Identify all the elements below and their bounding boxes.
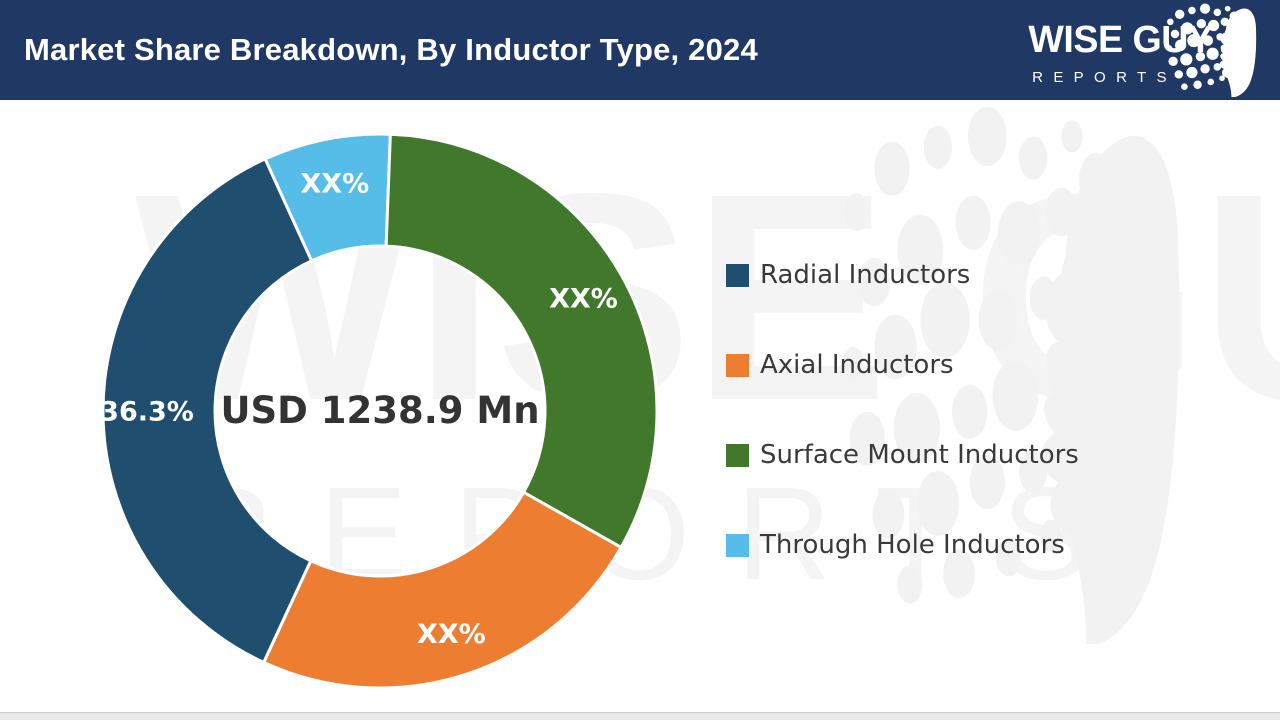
legend-label-surface-mount-inductors: Surface Mount Inductors bbox=[760, 440, 1079, 470]
logo-line2: REPORTS bbox=[1032, 69, 1177, 86]
legend-item-axial-inductors: Axial Inductors bbox=[726, 320, 1079, 410]
slice-label-radial-inductors: 36.3% bbox=[100, 396, 194, 427]
page-title: Market Share Breakdown, By Inductor Type… bbox=[24, 32, 758, 67]
legend-item-radial-inductors: Radial Inductors bbox=[726, 230, 1079, 320]
donut-slice-axial-inductors bbox=[262, 490, 623, 690]
slice-label-surface-mount-inductors: XX% bbox=[549, 283, 618, 314]
footer-bar bbox=[0, 712, 1280, 720]
donut-slice-surface-mount-inductors bbox=[384, 132, 659, 549]
legend-swatch-surface-mount-inductors bbox=[726, 443, 749, 467]
slice-label-axial-inductors: XX% bbox=[417, 619, 486, 650]
legend-swatch-through-hole-inductors bbox=[726, 533, 749, 557]
donut-slice-radial-inductors bbox=[101, 157, 314, 664]
legend-label-through-hole-inductors: Through Hole Inductors bbox=[760, 530, 1065, 560]
legend-swatch-radial-inductors bbox=[726, 263, 749, 287]
slice-label-through-hole-inductors: XX% bbox=[300, 168, 369, 199]
chart-legend: Radial Inductors Axial Inductors Surface M… bbox=[726, 230, 1079, 590]
wise-guy-reports-logo: WISE GUY REPORTS bbox=[1028, 3, 1257, 97]
legend-swatch-axial-inductors bbox=[726, 353, 749, 377]
legend-label-radial-inductors: Radial Inductors bbox=[760, 260, 971, 290]
header-bar: Market Share Breakdown, By Inductor Type… bbox=[0, 0, 1280, 100]
legend-item-surface-mount-inductors: Surface Mount Inductors bbox=[726, 410, 1079, 500]
legend-item-through-hole-inductors: Through Hole Inductors bbox=[726, 500, 1079, 590]
legend-label-axial-inductors: Axial Inductors bbox=[760, 350, 954, 380]
chart-center-value: USD 1238.9 Mn bbox=[220, 389, 540, 432]
